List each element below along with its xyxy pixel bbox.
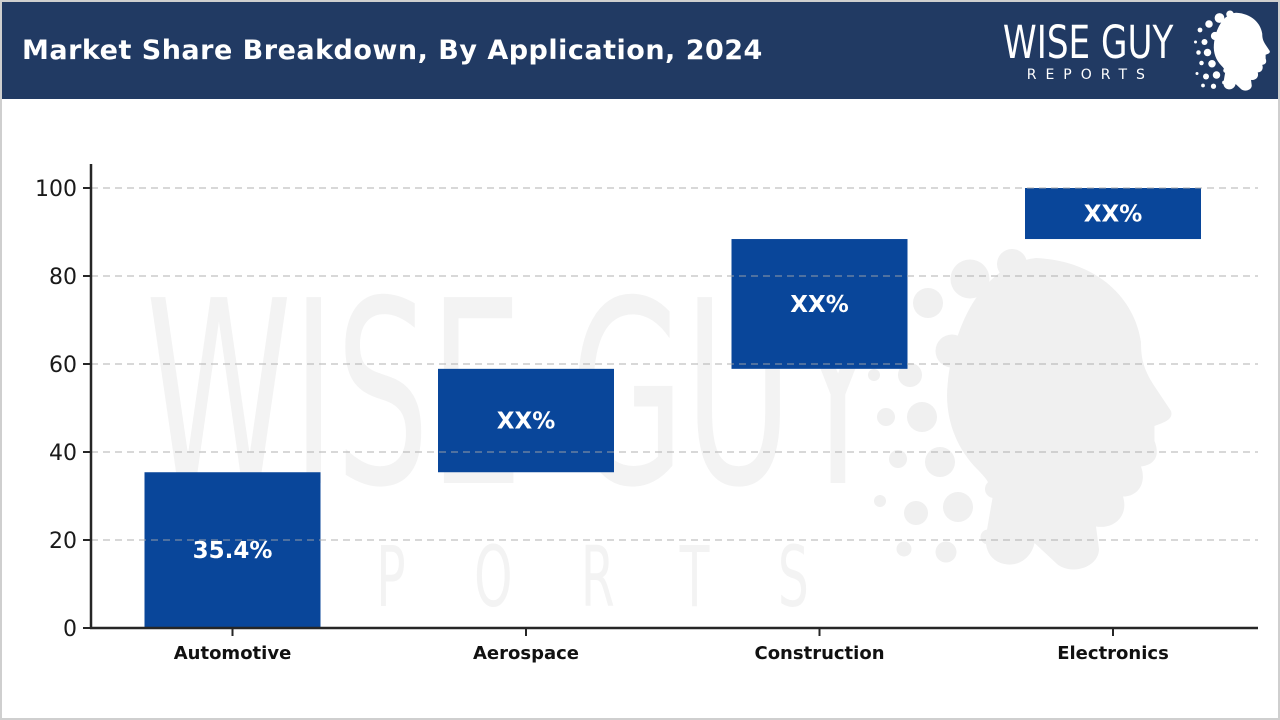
logo-wordmark-line2: REPORTS [1026,67,1154,83]
bar-value-label: XX% [1084,202,1143,228]
y-tick-label: 60 [49,353,77,378]
bar-aerospace [438,368,614,473]
bar-value-label: XX% [497,409,556,435]
bar-electronics [1025,188,1201,240]
bar-value-label: XX% [790,292,849,318]
bar-automotive [144,472,321,628]
y-tick-label: 40 [49,441,77,466]
bar-construction [731,239,908,369]
logo-wordmark-line1: WISE GUY [1002,16,1174,69]
logo-head-icon [1194,10,1270,91]
x-tick-label-electronics: Electronics [1057,643,1169,664]
logo-wordmark: WISE GUY REPORTS [976,19,1200,83]
y-tick-label: 20 [49,529,77,554]
waterfall-chart: 35.4% XX% XX% XX% 0 20 40 60 80 100 Automotive Aero… [35,164,1258,664]
wise-guy-logo: WISE GUY REPORTS [976,6,1272,96]
chart-area: WISE GUY REPORTS 35.4% XX% XX% XX% 0 20 40 60 80… [2,99,1278,718]
x-tick-label-construction: Construction [754,643,884,664]
y-tick-label: 100 [35,177,77,202]
y-tick-label: 80 [49,265,77,290]
header: Market Share Breakdown, By Application, … [2,2,1278,99]
y-tick-label: 0 [63,617,77,642]
page-title: Market Share Breakdown, By Application, … [22,35,763,66]
x-tick-label-automotive: Automotive [174,643,292,664]
bar-value-label: 35.4% [193,538,273,564]
x-tick-label-aerospace: Aerospace [473,643,579,664]
